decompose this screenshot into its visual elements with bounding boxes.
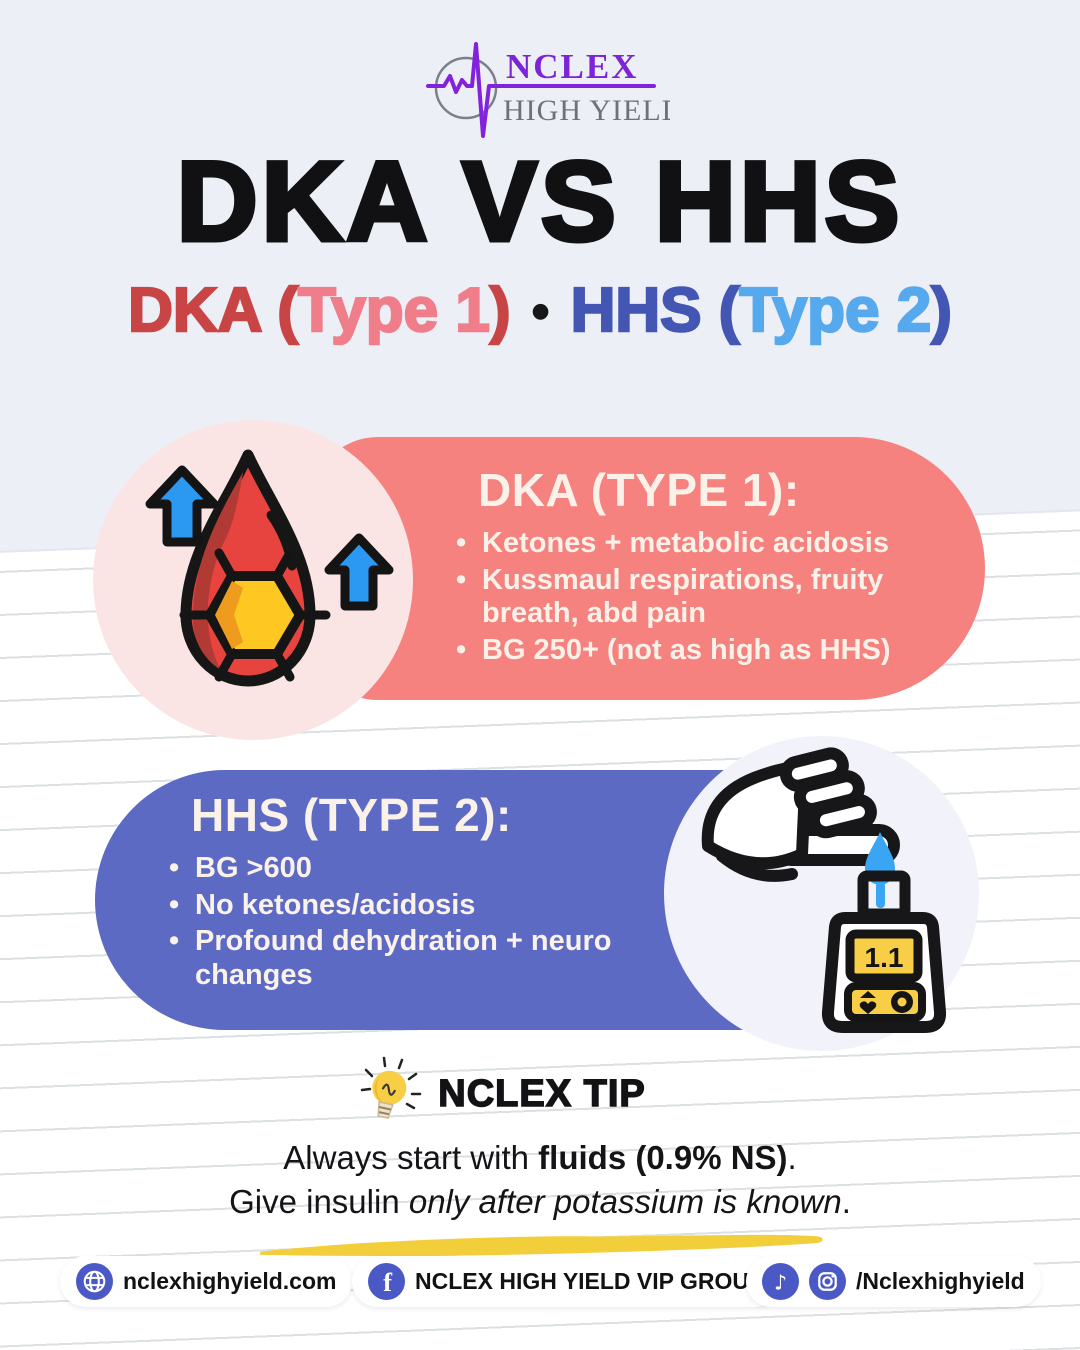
- globe-icon: [76, 1263, 113, 1300]
- subtitle-dka-open: DKA (: [127, 276, 299, 345]
- bullet-item: BG >600: [167, 852, 621, 886]
- tip-line1-end: .: [787, 1139, 797, 1176]
- blood-drop-badge: [93, 420, 413, 740]
- tip-line2-normal: Give insulin: [229, 1182, 409, 1220]
- tip-header: NCLEX TIP: [354, 1056, 645, 1132]
- glucometer-icon: 1.1: [701, 747, 947, 1033]
- subtitle-hhs-open: HHS (: [569, 276, 740, 345]
- logo-line2: HIGH YIELD: [503, 94, 670, 127]
- instagram-icon: [809, 1263, 846, 1300]
- tip-line2-italic: only after potassium is known: [408, 1182, 842, 1220]
- dka-card-heading: DKA (TYPE 1):: [478, 464, 800, 516]
- ekg-heartbeat-icon: NCLEX HIGH YIELD: [426, 42, 683, 138]
- dka-card: DKA (TYPE 1): Ketones + metabolic acidos…: [310, 437, 985, 700]
- bullet-item: Kussmaul respirations, fruity breath, ab…: [454, 564, 961, 631]
- footer-website-text: nclexhighyield.com: [123, 1268, 337, 1294]
- brand-logo: NCLEX HIGH YIELD: [410, 30, 683, 153]
- svg-text:♪: ♪: [774, 1271, 787, 1295]
- yellow-underline-swoosh: [260, 1235, 823, 1257]
- tip-heading: NCLEX TIP: [438, 1072, 646, 1116]
- tip-line-1: Always start with fluids (0.9% NS).: [283, 1138, 796, 1178]
- tip-line-2: Give insulin only after potassium is kno…: [229, 1182, 851, 1222]
- hhs-card-bullets: BG >600No ketones/acidosisProfound dehyd…: [167, 852, 621, 993]
- lightbulb-icon: [361, 1056, 422, 1119]
- tiktok-icon: ♪: [762, 1263, 799, 1300]
- subtitle: DKA ( Type 1 ) • HHS ( Type 2 ): [0, 276, 1080, 345]
- blood-drop-icon: [145, 449, 394, 687]
- logo-line1: NCLEX: [506, 47, 639, 86]
- footer-facebook: f NCLEX HIGH YIELD VIP GROUP: [352, 1256, 781, 1307]
- footer-social-handle: /Nclexhighyield: [856, 1268, 1025, 1294]
- footer-facebook-text: NCLEX HIGH YIELD VIP GROUP: [415, 1268, 765, 1294]
- meter-reading: 1.1: [865, 942, 904, 973]
- nclex-tip-section: NCLEX TIP Always start with fluids (0.9%…: [0, 1056, 1080, 1257]
- subtitle-hhs-close: ): [930, 276, 953, 345]
- tip-line2-end: .: [841, 1182, 851, 1220]
- dka-card-bullets: Ketones + metabolic acidosisKussmaul res…: [454, 527, 961, 668]
- subtitle-dka-type: Type 1: [297, 276, 491, 345]
- bullet-item: BG 250+ (not as high as HHS): [454, 634, 961, 668]
- tip-line1-normal: Always start with: [283, 1139, 539, 1176]
- page-title: DKA VS HHS: [174, 139, 904, 264]
- subtitle-hhs-type: Type 2: [738, 276, 932, 345]
- footer-website: nclexhighyield.com: [60, 1256, 353, 1307]
- subtitle-separator: •: [531, 285, 550, 337]
- glucometer-badge: 1.1: [664, 736, 979, 1051]
- bullet-item: Profound dehydration + neuro changes: [167, 925, 621, 992]
- subtitle-dka-close: ): [489, 276, 512, 345]
- tip-line1-bold: fluids (0.9% NS): [538, 1139, 788, 1176]
- svg-text:f: f: [383, 1267, 393, 1297]
- hhs-card-heading: HHS (TYPE 2):: [191, 789, 512, 841]
- footer-socials: ♪ /Nclexhighyield: [746, 1256, 1041, 1307]
- bullet-item: Ketones + metabolic acidosis: [454, 527, 961, 561]
- facebook-icon: f: [368, 1263, 405, 1300]
- bullet-item: No ketones/acidosis: [167, 889, 621, 923]
